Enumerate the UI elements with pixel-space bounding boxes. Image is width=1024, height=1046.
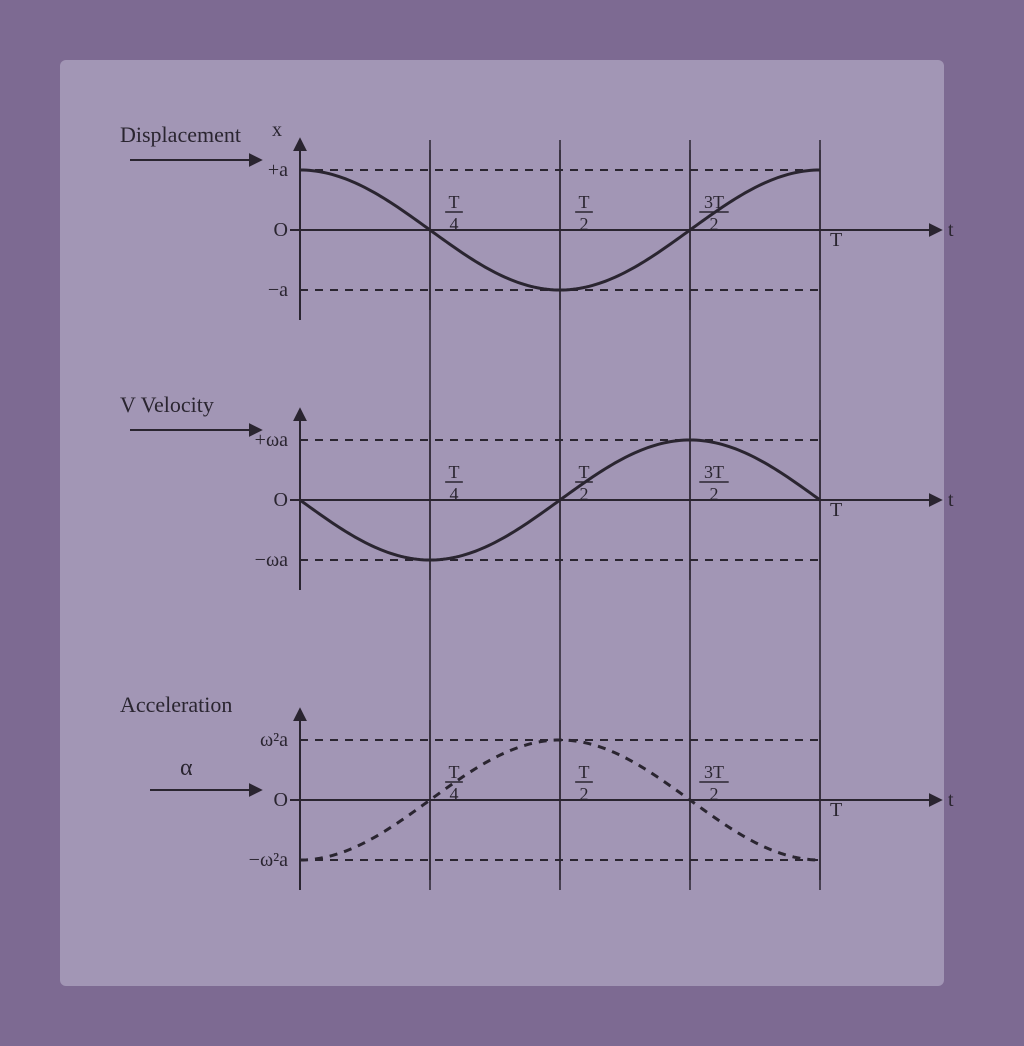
svg-text:4: 4 [450, 784, 459, 804]
svg-text:4: 4 [450, 484, 459, 504]
svg-text:T: T [449, 192, 460, 212]
acceleration-tick-3: T [830, 799, 842, 821]
velocity-tick-3: T [830, 499, 842, 521]
displacement-ytick-zero: O [274, 219, 288, 241]
shm-diagram: DisplacementxT4T23T2Tt+aO−aV VelocityT4T… [0, 0, 1024, 1046]
acceleration-ytick-neg: −ω²a [249, 849, 288, 871]
displacement-x-axis-label: t [948, 219, 954, 241]
svg-text:4: 4 [450, 214, 459, 234]
acceleration-title: Acceleration [120, 692, 232, 717]
displacement-ytick-neg: −a [268, 279, 288, 301]
svg-text:T: T [579, 762, 590, 782]
svg-text:2: 2 [580, 484, 589, 504]
svg-text:2: 2 [580, 214, 589, 234]
svg-text:3T: 3T [704, 762, 724, 782]
svg-text:T: T [449, 462, 460, 482]
acceleration-alpha-label: α [180, 755, 193, 781]
svg-text:2: 2 [710, 214, 719, 234]
velocity-ytick-pos: +ωa [255, 429, 288, 451]
svg-text:2: 2 [710, 484, 719, 504]
velocity-x-axis-label: t [948, 489, 954, 511]
acceleration-ytick-pos: ω²a [260, 729, 288, 751]
acceleration-x-axis-label: t [948, 789, 954, 811]
svg-text:2: 2 [710, 784, 719, 804]
velocity-ytick-zero: O [274, 489, 288, 511]
velocity-title: V Velocity [120, 392, 214, 417]
svg-text:3T: 3T [704, 462, 724, 482]
displacement-y-arrow-label: x [272, 119, 282, 141]
displacement-ytick-pos: +a [268, 159, 288, 181]
svg-text:T: T [579, 192, 590, 212]
svg-text:2: 2 [580, 784, 589, 804]
acceleration-ytick-zero: O [274, 789, 288, 811]
displacement-title: Displacement [120, 122, 241, 147]
velocity-ytick-neg: −ωa [255, 549, 288, 571]
displacement-tick-3: T [830, 229, 842, 251]
